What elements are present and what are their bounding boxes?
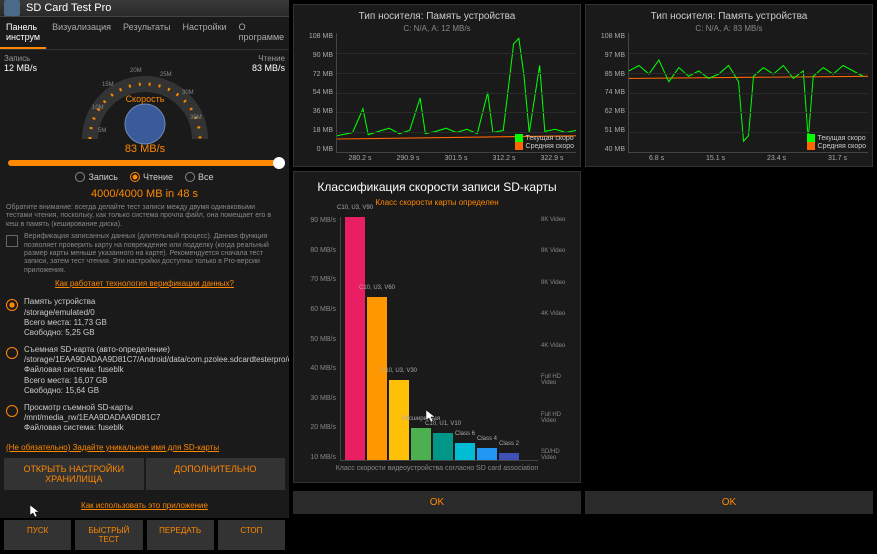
storage-total: Всего места: 16,07 GB xyxy=(24,376,309,386)
chart1-yaxis: 108 MB90 MB 72 MB54 MB 36 MB18 MB 0 MB xyxy=(298,33,336,153)
storage-item-1[interactable]: Съемная SD-карта (авто-определение) /sto… xyxy=(6,342,283,400)
chart2-yaxis: 108 MB97 MB 85 MB74 MB 62 MB51 MB 40 MB xyxy=(590,33,628,153)
bar: C10, U3, V90 xyxy=(345,217,365,460)
storage-fs: Файловая система: fuseblk xyxy=(24,423,161,433)
chart1-title: Тип носителя: Память устройства xyxy=(298,9,576,24)
chart2-xaxis: 6.8 s15.1 s 23.4 s31.7 s xyxy=(590,153,868,162)
title-bar: SD Card Test Pro xyxy=(0,0,289,17)
storage-fs: Файловая система: fuseblk xyxy=(24,365,309,375)
storage-path: /mnt/media_rw/1EAA9DADAA9D81C7 xyxy=(24,413,161,423)
chart2-title: Тип носителя: Память устройства xyxy=(590,9,868,24)
verify-checkbox[interactable] xyxy=(6,235,18,247)
bar: Class 4 xyxy=(477,448,497,460)
quick-test-button[interactable]: БЫСТРЫЙ ТЕСТ xyxy=(75,520,142,550)
bar-yaxis: 90 MB/s80 MB/s 70 MB/s60 MB/s 50 MB/s40 … xyxy=(300,217,340,461)
svg-text:15M: 15M xyxy=(102,82,114,88)
tab-viz[interactable]: Визуализация xyxy=(46,17,117,49)
storage-btns: ОТКРЫТЬ НАСТРОЙКИ ХРАНИЛИЩА ДОПОЛНИТЕЛЬН… xyxy=(0,454,289,494)
start-button[interactable]: ПУСК xyxy=(4,520,71,550)
bar: C10, U1, V10 xyxy=(433,433,453,460)
open-storage-button[interactable]: ОТКРЫТЬ НАСТРОЙКИ ХРАНИЛИЩА xyxy=(4,458,144,490)
storage-free: Свободно: 5,25 GB xyxy=(24,328,107,338)
tabs: Панель инструм Визуализация Результаты Н… xyxy=(0,17,289,50)
read-stat: Чтение 83 MB/s xyxy=(235,54,285,154)
chart2-sub: С: N/A, А: 83 MB/s xyxy=(590,24,868,33)
tab-results[interactable]: Результаты xyxy=(117,17,176,49)
storage-title: Память устройства xyxy=(24,297,107,307)
tab-about[interactable]: О программе xyxy=(233,17,291,49)
right-area: Тип носителя: Память устройства С: N/A, … xyxy=(289,0,877,518)
chart-1: Тип носителя: Память устройства С: N/A, … xyxy=(293,4,581,167)
chart1-plot: Текущая скоро Средняя скоро xyxy=(336,33,576,153)
tab-panel[interactable]: Панель инструм xyxy=(0,17,46,49)
right-column: Тип носителя: Память устройства С: N/A, … xyxy=(585,4,873,514)
mode-radios: Запись Чтение Все xyxy=(0,168,289,186)
storage-title: Просмотр съемной SD-карты xyxy=(24,403,161,413)
app-icon xyxy=(4,0,20,16)
storage-radio-0[interactable] xyxy=(6,299,18,311)
chart1-sub: С: N/A, А: 12 MB/s xyxy=(298,24,576,33)
ok-button-2[interactable]: OK xyxy=(585,491,873,514)
bar-chart: Классификация скорости записи SD-карты К… xyxy=(293,171,581,483)
svg-text:5M: 5M xyxy=(98,128,106,134)
storage-free: Свободно: 15,64 GB xyxy=(24,386,309,396)
storage-path: /storage/emulated/0 xyxy=(24,308,107,318)
progress-text: 4000/4000 MB in 48 s xyxy=(0,186,289,202)
speed-gauge: Скорость 83 MB/s 5M 10M 15M 20M 25M 30M … xyxy=(54,54,235,154)
bar: C10, U3, V60 xyxy=(367,297,387,460)
svg-text:25M: 25M xyxy=(160,72,172,78)
storage-title: Съемная SD-карта (авто-определение) xyxy=(24,345,309,355)
barchart-foot: Класс скорости видеоустройства согласно … xyxy=(300,461,574,476)
additional-button[interactable]: ДОПОЛНИТЕЛЬНО xyxy=(146,458,286,490)
info-2: Верификация записанных данных (длительны… xyxy=(24,233,283,275)
storage-list: Память устройства /storage/emulated/0 Вс… xyxy=(0,290,289,441)
how-use-link[interactable]: Как использовать это приложение xyxy=(0,494,289,516)
storage-total: Всего места: 11,73 GB xyxy=(24,318,107,328)
transfer-button[interactable]: ПЕРЕДАТЬ xyxy=(147,520,214,550)
read-label: Чтение xyxy=(235,54,285,63)
svg-text:30M: 30M xyxy=(182,90,194,96)
barchart-title: Классификация скорости записи SD-карты xyxy=(300,178,574,196)
chart1-legend: Текущая скоро Средняя скоро xyxy=(515,134,574,150)
verify-link[interactable]: Как работает технология верификации данн… xyxy=(0,277,289,290)
info-1: Обратите внимание: всегда делайте тест з… xyxy=(0,202,289,231)
gauge-label: Скорость xyxy=(125,94,164,104)
bar: Class 2 xyxy=(499,453,519,460)
radio-all[interactable]: Все xyxy=(185,172,214,182)
bar-plot: C10, U3, V90C10, U3, V60C10, U3, V30Расш… xyxy=(340,217,538,461)
svg-text:10M: 10M xyxy=(92,105,104,111)
bar-right-labels: 8K Video8K Video 8K Video4K Video 4K Vid… xyxy=(538,217,574,461)
chart1-xaxis: 280.2 s290.9 s 301.5 s312.2 s 322.9 s xyxy=(298,153,576,162)
storage-item-2[interactable]: Просмотр съемной SD-карты /mnt/media_rw/… xyxy=(6,400,283,437)
chart2-plot: Текущая скоро Средняя скоро xyxy=(628,33,868,153)
svg-text:35M: 35M xyxy=(190,115,202,121)
ok-button-1[interactable]: OK xyxy=(293,491,581,514)
storage-radio-2[interactable] xyxy=(6,405,18,417)
gauge-row: Запись 12 MB/s Скорость 83 MB/s 5M 10M 1… xyxy=(0,50,289,158)
write-stat: Запись 12 MB/s xyxy=(4,54,54,154)
middle-column: Тип носителя: Память устройства С: N/A, … xyxy=(293,4,581,514)
verify-check-row: Верификация записанных данных (длительны… xyxy=(0,231,289,277)
bar: Class 6 xyxy=(455,443,475,460)
read-value: 83 MB/s xyxy=(235,63,285,73)
left-panel: SD Card Test Pro Панель инструм Визуализ… xyxy=(0,0,289,518)
storage-item-0[interactable]: Память устройства /storage/emulated/0 Вс… xyxy=(6,294,283,342)
app-title: SD Card Test Pro xyxy=(26,2,111,14)
chart-2: Тип носителя: Память устройства С: N/A, … xyxy=(585,4,873,167)
storage-radio-1[interactable] xyxy=(6,347,18,359)
bar: Расширенная xyxy=(411,428,431,460)
radio-write[interactable]: Запись xyxy=(75,172,118,182)
chart2-legend: Текущая скоро Средняя скоро xyxy=(807,134,866,150)
bottom-buttons: ПУСК БЫСТРЫЙ ТЕСТ ПЕРЕДАТЬ СТОП xyxy=(0,516,289,554)
storage-path: /storage/1EAA9DADAA9D81C7/Android/data/c… xyxy=(24,355,309,365)
write-value: 12 MB/s xyxy=(4,63,54,73)
tab-settings[interactable]: Настройки xyxy=(176,17,232,49)
svg-text:20M: 20M xyxy=(130,68,142,74)
write-label: Запись xyxy=(4,54,54,63)
gauge-value: 83 MB/s xyxy=(124,143,165,154)
progress-slider[interactable] xyxy=(0,158,289,168)
unique-name-link[interactable]: (Не обязательно) Задайте уникальное имя … xyxy=(0,441,289,454)
stop-button[interactable]: СТОП xyxy=(218,520,285,550)
radio-read[interactable]: Чтение xyxy=(130,172,173,182)
